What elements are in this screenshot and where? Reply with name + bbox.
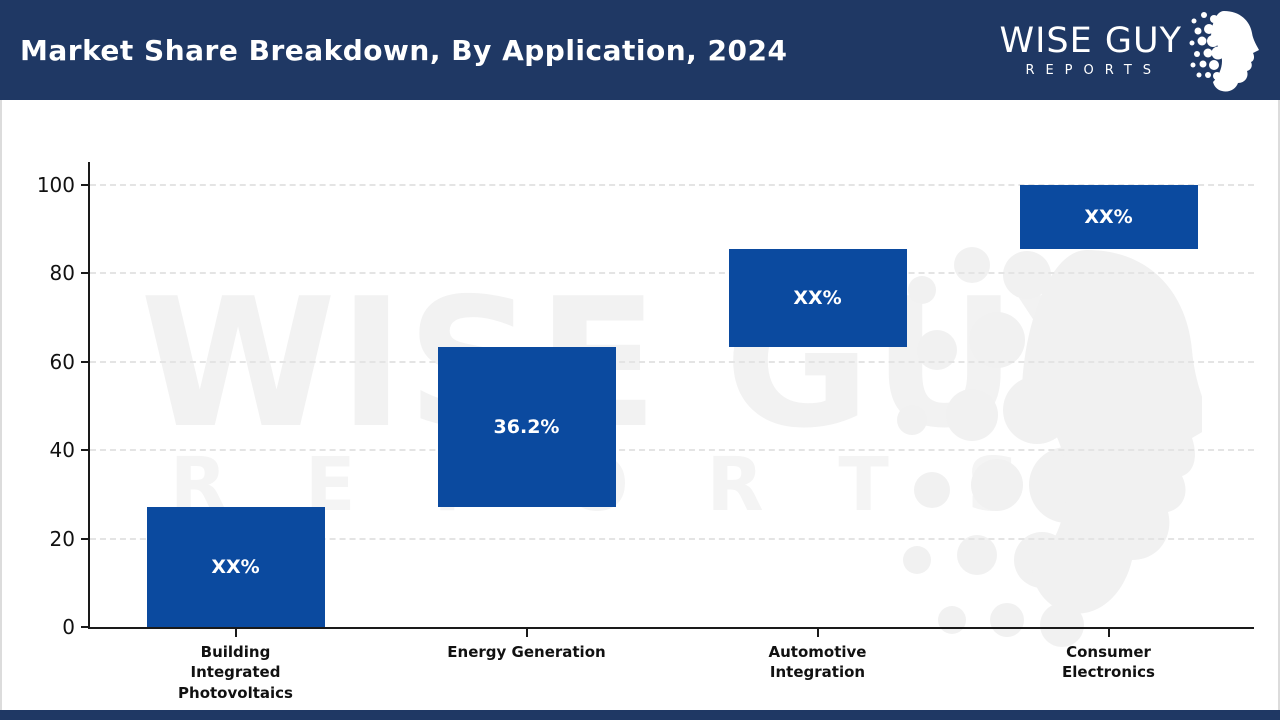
bar-value-label: XX% <box>211 555 260 578</box>
gridline <box>90 360 1254 363</box>
y-axis-tick <box>81 360 90 363</box>
x-axis-tick <box>234 629 237 637</box>
y-axis-tick <box>81 184 90 186</box>
logo-face-icon <box>1189 11 1259 92</box>
x-axis-label-consumer-electronics: Consumer Electronics <box>1062 643 1155 682</box>
page-title: Market Share Breakdown, By Application, … <box>20 33 788 67</box>
bar-value-label: XX% <box>793 286 842 309</box>
chart-canvas: WISE GUY REPORTS 0 20 40 60 80 100 XX% Building… <box>0 100 1280 710</box>
y-axis-tick-label: 100 <box>36 173 75 197</box>
x-axis-tick <box>1107 629 1110 637</box>
bar-energy-generation: 36.2% <box>437 346 616 507</box>
gridline <box>90 449 1254 452</box>
bar-automotive-integration: XX% <box>728 248 907 347</box>
logo-wordmark-sub: REPORTS <box>1025 62 1163 78</box>
y-axis-tick-label: 60 <box>49 349 75 374</box>
bar-building-integrated-photovoltaics: XX% <box>146 506 325 627</box>
y-axis-line <box>88 162 90 629</box>
gridline <box>90 184 1254 186</box>
header: Market Share Breakdown, By Application, … <box>0 0 1280 100</box>
y-axis-tick-label: 80 <box>49 261 75 286</box>
bar-consumer-electronics: XX% <box>1019 185 1198 249</box>
x-axis-line <box>88 627 1254 629</box>
footer-bar <box>0 710 1280 720</box>
wise-guy-logo: WISE GUY REPORTS <box>999 7 1262 93</box>
y-axis-tick <box>81 272 90 275</box>
logo-wordmark: WISE GUY REPORTS <box>999 20 1182 78</box>
watermark-face-icon <box>897 247 1202 647</box>
x-axis-tick <box>816 629 819 637</box>
gridline <box>90 272 1254 275</box>
y-axis-tick-label: 0 <box>62 615 75 639</box>
bar-value-label: XX% <box>1084 205 1133 228</box>
gridline <box>90 537 1254 540</box>
bar-value-label: 36.2% <box>493 415 560 438</box>
y-axis-tick-label: 20 <box>49 526 75 551</box>
logo-wordmark-main: WISE GUY <box>999 20 1182 61</box>
y-axis-tick <box>81 626 90 628</box>
x-axis-label-automotive-integration: Automotive Integration <box>768 643 867 682</box>
y-axis-tick-label: 40 <box>49 438 75 463</box>
x-axis-label-energy-generation: Energy Generation <box>447 643 606 661</box>
y-axis-tick <box>81 449 90 452</box>
x-axis-label-building-integrated-photovoltaics: Building Integrated Photovoltaics <box>178 643 293 702</box>
x-axis-tick <box>525 629 528 637</box>
y-axis-tick <box>81 537 90 540</box>
